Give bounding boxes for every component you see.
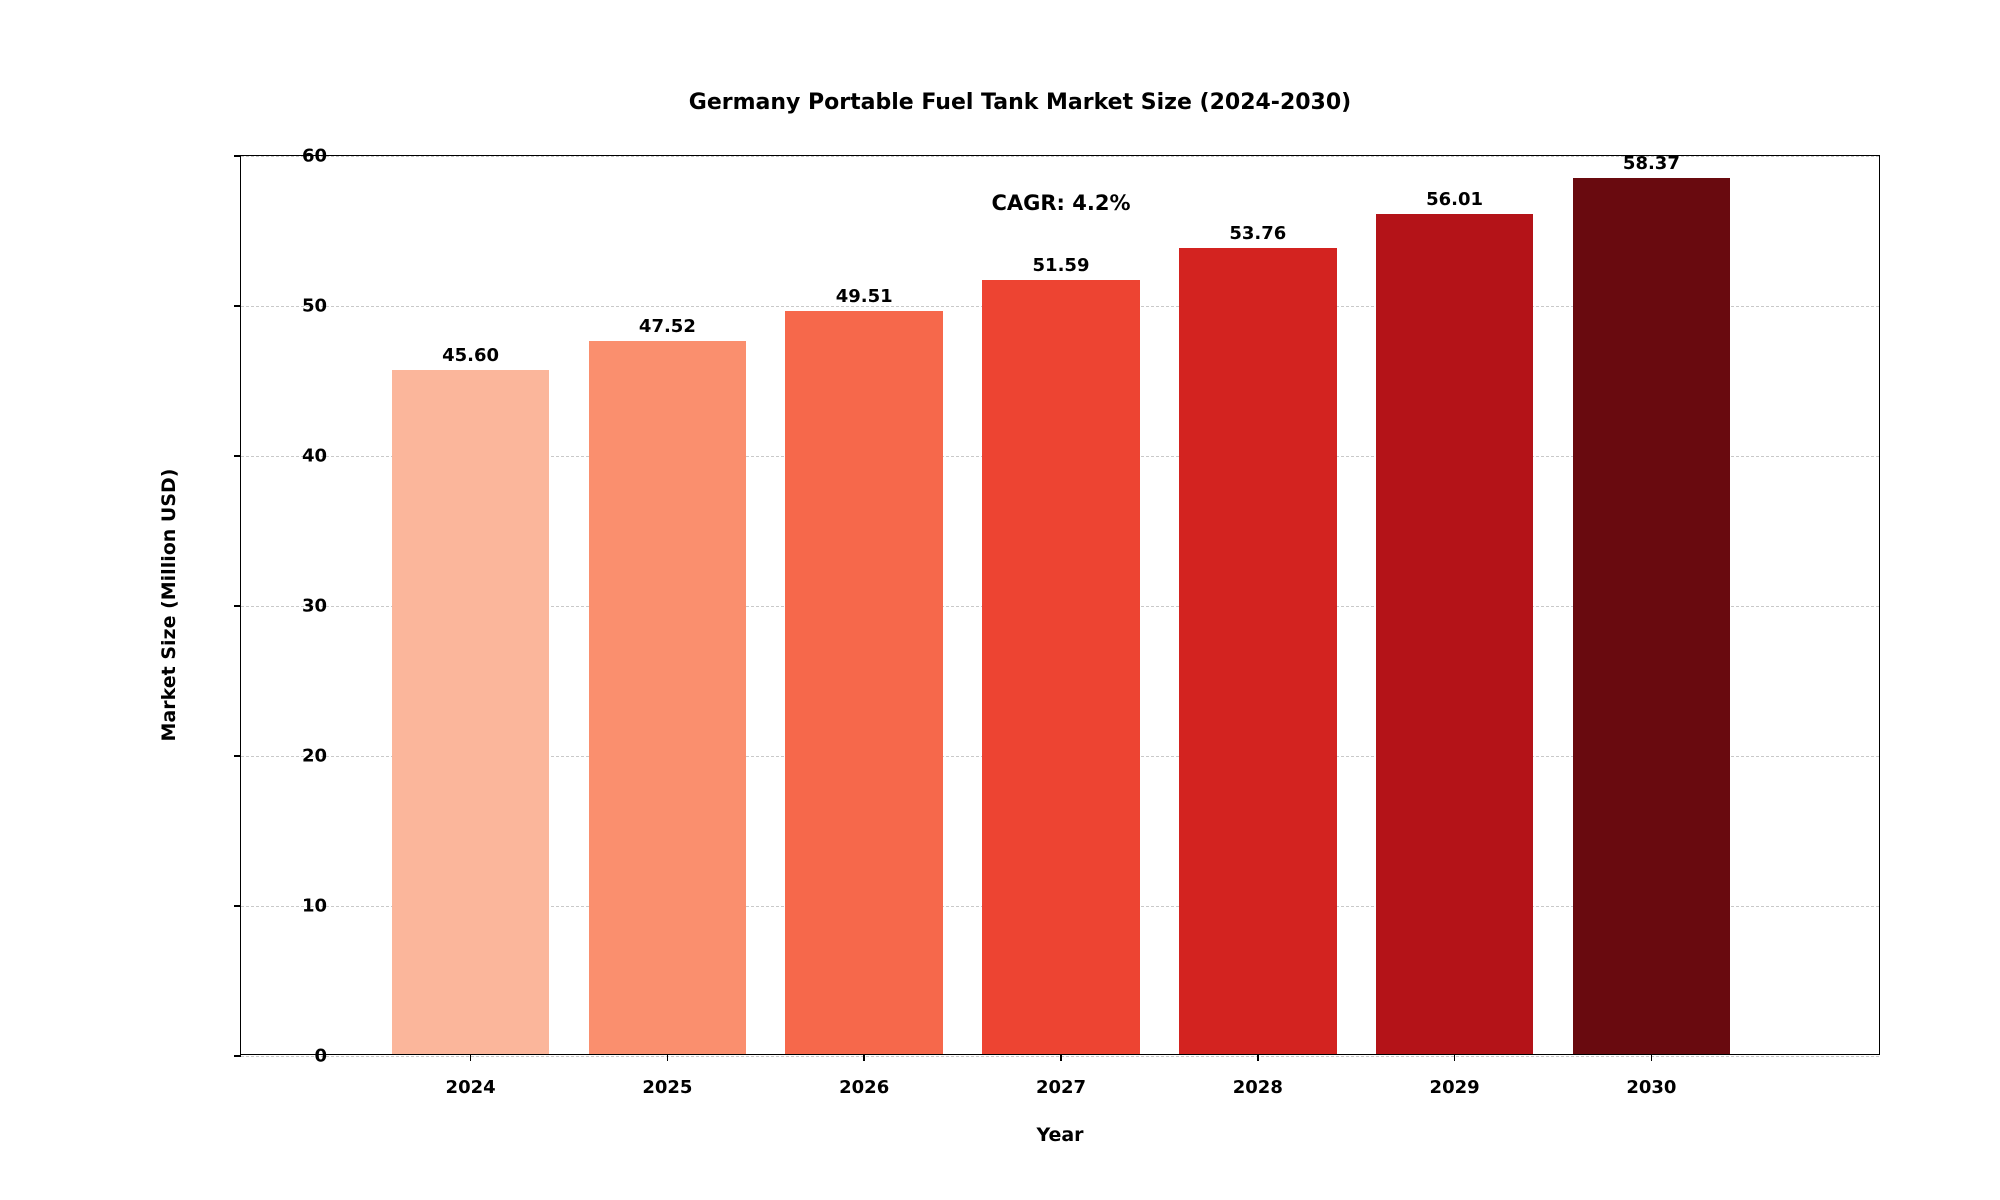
plot-area: Market Size (Million USD) Year 010203040… (240, 155, 1880, 1055)
bar-value-label: 58.37 (1623, 153, 1680, 174)
xtick-label: 2024 (446, 1077, 496, 1098)
bar-value-label: 49.51 (836, 286, 893, 307)
xtick-mark (1060, 1054, 1062, 1061)
ytick-label: 60 (247, 146, 327, 167)
ytick-mark (234, 155, 241, 157)
bar-value-label: 47.52 (639, 316, 696, 337)
ytick-label: 0 (247, 1046, 327, 1067)
chart-title: Germany Portable Fuel Tank Market Size (… (140, 90, 1900, 115)
bar (1179, 248, 1336, 1054)
chart-container: Germany Portable Fuel Tank Market Size (… (140, 100, 1900, 1130)
xtick-mark (667, 1054, 669, 1061)
ytick-label: 20 (247, 746, 327, 767)
bar-value-label: 45.60 (442, 345, 499, 366)
xtick-mark (1651, 1054, 1653, 1061)
bar-value-label: 53.76 (1229, 223, 1286, 244)
xtick-label: 2025 (642, 1077, 692, 1098)
xtick-mark (1454, 1054, 1456, 1061)
ytick-mark (234, 605, 241, 607)
ytick-mark (234, 305, 241, 307)
ytick-mark (234, 1055, 241, 1057)
x-axis-label: Year (241, 1124, 1879, 1146)
bar (785, 311, 942, 1054)
bar-value-label: 56.01 (1426, 189, 1483, 210)
xtick-label: 2029 (1430, 1077, 1480, 1098)
cagr-annotation: CAGR: 4.2% (991, 191, 1130, 215)
ytick-label: 40 (247, 446, 327, 467)
bar (589, 341, 746, 1054)
xtick-label: 2026 (839, 1077, 889, 1098)
xtick-label: 2030 (1626, 1077, 1676, 1098)
bar (392, 370, 549, 1054)
ytick-mark (234, 905, 241, 907)
xtick-mark (470, 1054, 472, 1061)
xtick-mark (863, 1054, 865, 1061)
ytick-mark (234, 755, 241, 757)
bar (982, 280, 1139, 1054)
bar (1376, 214, 1533, 1054)
bar (1573, 178, 1730, 1054)
ytick-label: 50 (247, 296, 327, 317)
xtick-label: 2028 (1233, 1077, 1283, 1098)
ytick-mark (234, 455, 241, 457)
y-axis-label: Market Size (Million USD) (158, 469, 180, 742)
ytick-label: 10 (247, 896, 327, 917)
xtick-label: 2027 (1036, 1077, 1086, 1098)
ytick-label: 30 (247, 596, 327, 617)
xtick-mark (1257, 1054, 1259, 1061)
bar-value-label: 51.59 (1033, 255, 1090, 276)
